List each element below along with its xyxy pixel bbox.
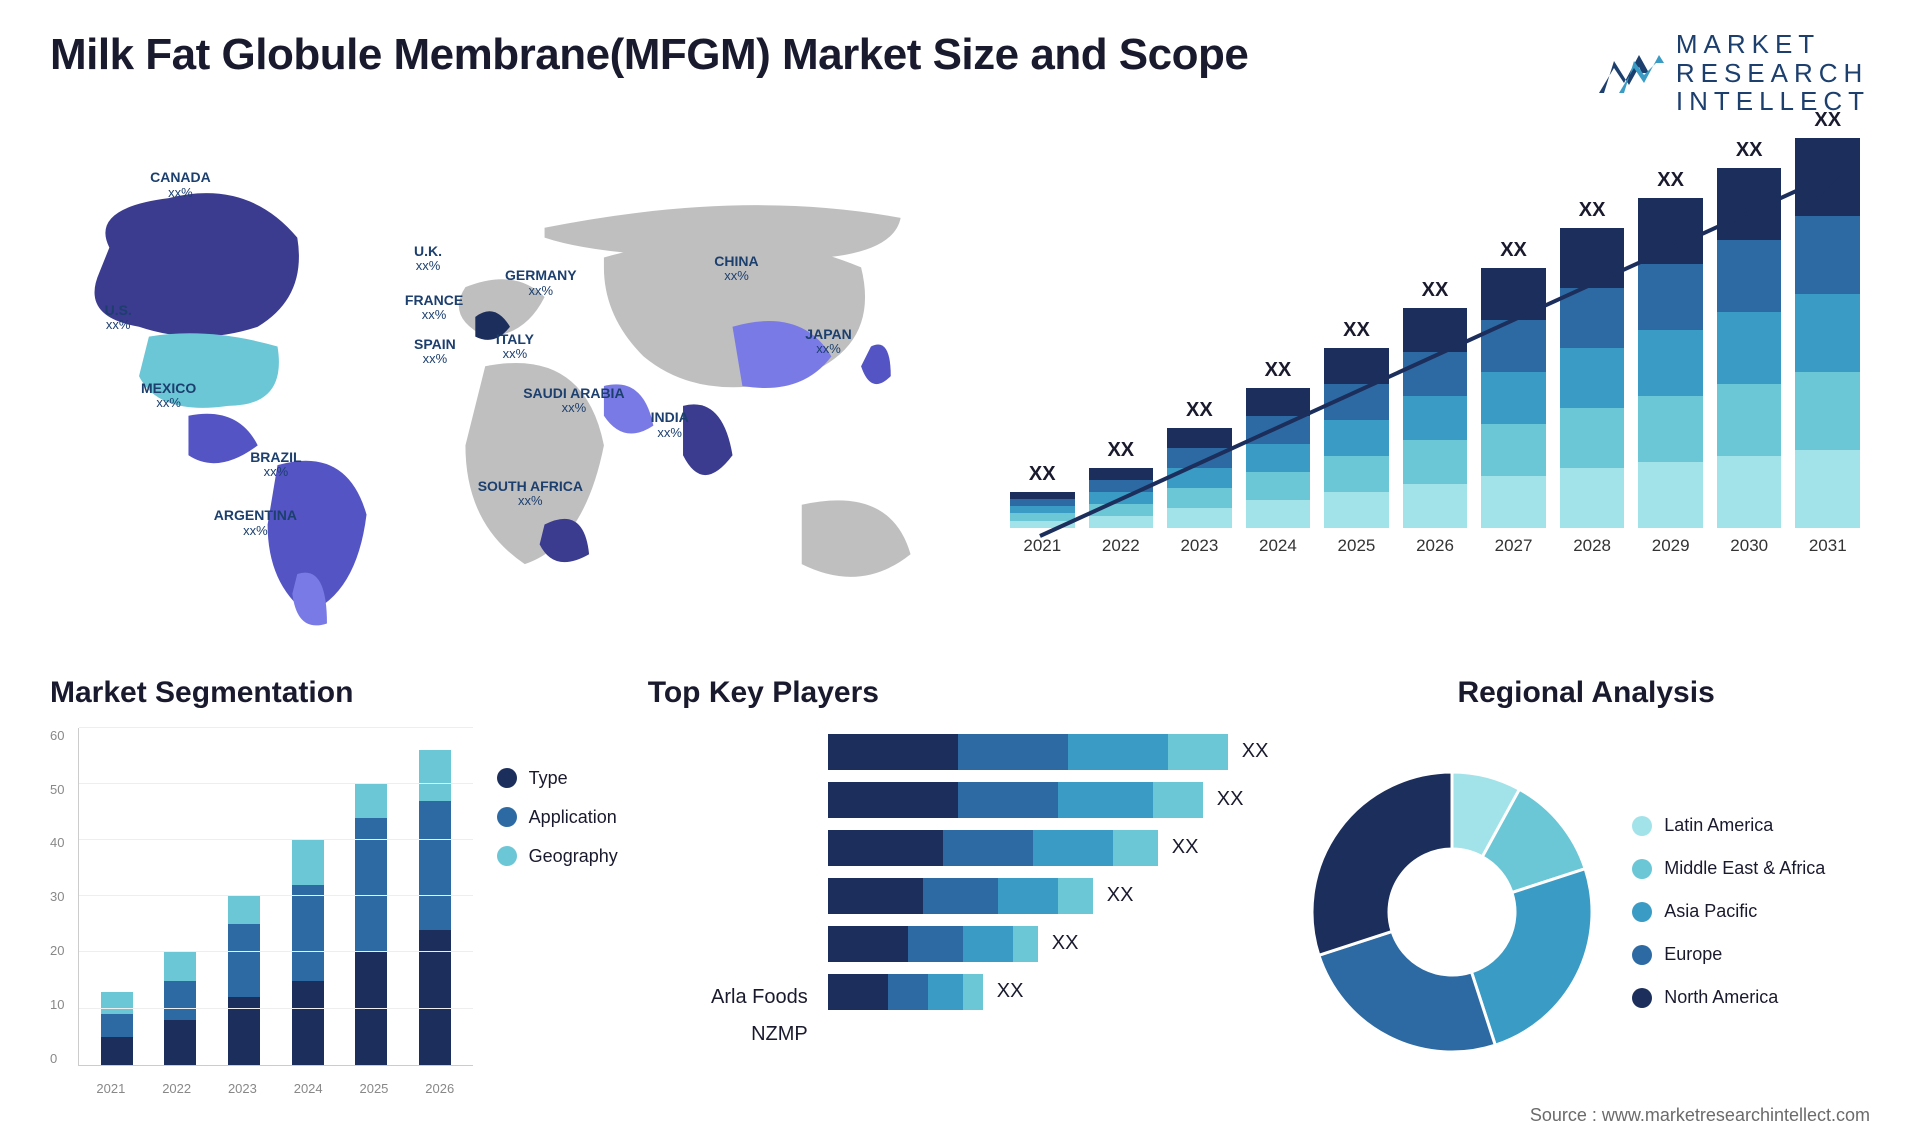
seg-legend-type: Type [497,768,618,789]
map-label-u-s-: U.S.xx% [105,303,132,333]
segmentation-legend: Type Application Geography [497,728,618,1096]
reg-legend-asia-pacific: Asia Pacific [1632,901,1825,922]
map-label-south-africa: SOUTH AFRICAxx% [478,479,583,509]
growth-bar-2024: XX2024 [1246,359,1311,556]
growth-bar-2021: XX2021 [1010,463,1075,556]
players-names-list: Arla Foods NZMP [648,728,808,1096]
players-title: Top Key Players [648,676,1273,710]
player-bar-row: XX [828,782,1273,818]
growth-bar-2030: XX2030 [1717,139,1782,556]
seg-bar-2022 [164,728,196,1065]
segmentation-chart: 6050403020100 202120222023202420252026 [50,728,473,1096]
brand-logo: MARKET RESEARCH INTELLECT [1594,30,1870,116]
map-label-germany: GERMANYxx% [505,268,577,298]
logo-icon [1594,43,1664,103]
growth-bar-2029: XX2029 [1638,169,1703,556]
seg-bar-2024 [292,728,324,1065]
logo-line1: MARKET [1676,30,1870,59]
reg-legend-europe: Europe [1632,944,1825,965]
player-bar-row: XX [828,926,1273,962]
map-label-spain: SPAINxx% [414,337,456,367]
map-label-china: CHINAxx% [714,254,758,284]
growth-bar-2026: XX2026 [1403,279,1468,556]
map-label-japan: JAPANxx% [805,327,851,357]
growth-bar-2028: XX2028 [1560,199,1625,556]
reg-legend-north-america: North America [1632,987,1825,1008]
regional-legend: Latin America Middle East & Africa Asia Pa… [1632,815,1825,1008]
map-label-canada: CANADAxx% [150,170,211,200]
regional-donut-chart [1302,762,1602,1062]
logo-line2: RESEARCH [1676,59,1870,88]
seg-legend-geography: Geography [497,846,618,867]
donut-slice-europe [1319,931,1495,1052]
map-label-u-k-: U.K.xx% [414,244,442,274]
map-label-mexico: MEXICOxx% [141,381,196,411]
growth-bar-2023: XX2023 [1167,399,1232,556]
regional-panel: Regional Analysis Latin America Middle Ea… [1302,676,1870,1096]
map-label-brazil: BRAZILxx% [250,450,301,480]
player-bar-row: XX [828,830,1273,866]
seg-bar-2023 [228,728,260,1065]
segmentation-title: Market Segmentation [50,676,618,710]
regional-title: Regional Analysis [1302,676,1870,710]
growth-bar-2031: XX2031 [1795,109,1860,556]
donut-slice-asia-pacific [1472,869,1593,1045]
growth-chart-panel: XX2021XX2022XX2023XX2024XX2025XX2026XX20… [1000,146,1870,636]
map-label-india: INDIAxx% [651,410,689,440]
reg-legend-latin-america: Latin America [1632,815,1825,836]
map-label-argentina: ARGENTINAxx% [214,508,297,538]
map-label-saudi-arabia: SAUDI ARABIAxx% [523,386,624,416]
map-label-france: FRANCExx% [405,293,463,323]
player-bar-row: XX [828,974,1273,1010]
player-bar-row: XX [828,734,1273,770]
players-panel: Top Key Players Arla FoodsNZMP XXXXXXXXX… [648,676,1273,1096]
seg-bar-2025 [355,728,387,1065]
seg-legend-application: Application [497,807,618,828]
page-title: Milk Fat Globule Membrane(MFGM) Market S… [50,30,1248,80]
segmentation-panel: Market Segmentation 6050403020100 202120… [50,676,618,1096]
donut-slice-north-america [1312,772,1452,955]
player-name: Arla Foods [648,986,808,1009]
seg-bar-2021 [101,728,133,1065]
world-map-panel: CANADAxx% U.S.xx% MEXICOxx% BRAZILxx% ARGENT… [50,146,960,636]
map-label-italy: ITALYxx% [496,332,534,362]
seg-bar-2026 [419,728,451,1065]
player-name: NZMP [648,1023,808,1046]
growth-bar-2025: XX2025 [1324,319,1389,556]
player-bar-row: XX [828,878,1273,914]
players-bars: XX XX XX XX XX XX [828,728,1273,1096]
growth-bar-2027: XX2027 [1481,239,1546,556]
reg-legend-middle-east-africa: Middle East & Africa [1632,858,1825,879]
growth-bar-2022: XX2022 [1089,439,1154,556]
source-label: Source : www.marketresearchintellect.com [1530,1105,1870,1126]
